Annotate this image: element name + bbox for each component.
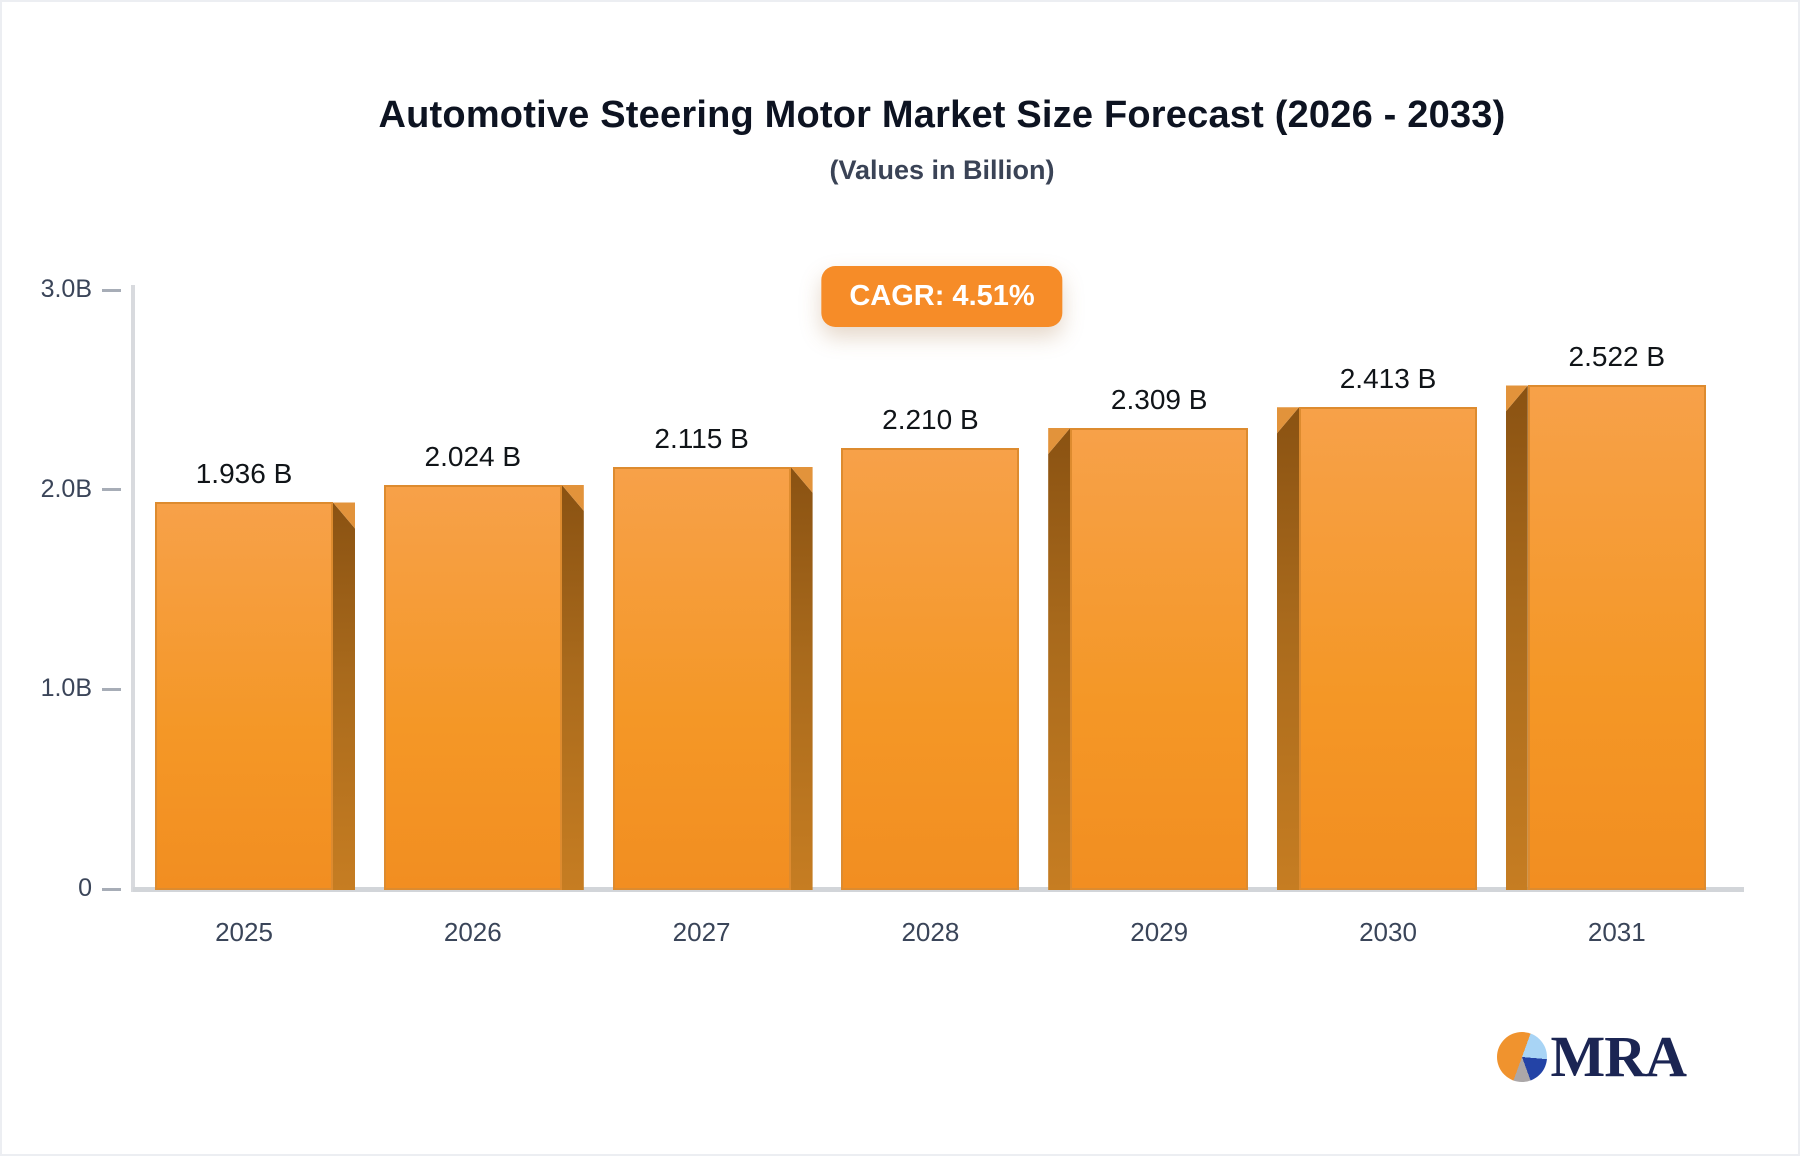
bar-2028 [841, 447, 1020, 890]
bar-value-label: 2.024 B [424, 440, 522, 472]
bar-side-face [790, 466, 813, 890]
y-tick-label: 3.0B [40, 275, 92, 303]
chart-header: Automotive Steering Motor Market Size Fo… [137, 94, 1747, 186]
y-tick-label: 0 [78, 874, 92, 902]
bar-value-label: 2.210 B [882, 403, 979, 435]
bar-side-face [333, 502, 355, 890]
x-axis-label-2025: 2025 [215, 917, 273, 947]
bar-2025 [155, 502, 333, 890]
x-axis-label-2027: 2027 [672, 917, 731, 947]
bar-value-label: 2.522 B [1568, 341, 1666, 373]
bar-value-label: 2.115 B [654, 422, 749, 454]
x-axis-label-2030: 2030 [1359, 917, 1417, 947]
y-tick-label: 2.0B [40, 474, 92, 503]
bar-side-face [1048, 427, 1071, 890]
bar-2026 [383, 484, 562, 890]
brand-name: MRA [1550, 1024, 1687, 1089]
y-tick-mark [102, 687, 121, 691]
x-axis-label-2026: 2026 [443, 917, 502, 947]
x-axis-label-2029: 2029 [1130, 917, 1189, 947]
bar-2030 [1299, 407, 1477, 890]
x-axis-label-2028: 2028 [901, 917, 960, 947]
y-tick-mark [102, 887, 121, 891]
bar-side-face [561, 484, 584, 890]
cagr-badge: CAGR: 4.51% [821, 266, 1063, 327]
bar-2027 [612, 466, 791, 890]
x-axis-label-2031: 2031 [1587, 917, 1646, 947]
bar-value-label: 1.936 B [195, 458, 293, 490]
chart-title: Automotive Steering Motor Market Size Fo… [378, 94, 1506, 136]
y-axis-line [131, 285, 135, 892]
bar-2031 [1527, 385, 1706, 890]
y-tick-mark [102, 288, 121, 292]
bar-2029 [1070, 427, 1249, 890]
pie-chart-logo-icon [1497, 1032, 1548, 1082]
bar-value-label: 2.413 B [1339, 363, 1437, 395]
y-tick-label: 1.0B [40, 674, 92, 703]
brand-logo: MRA [1497, 1024, 1687, 1089]
bar-side-face [1505, 385, 1528, 890]
bar-side-face [1277, 407, 1299, 890]
chart-subtitle: (Values in Billion) [829, 155, 1055, 185]
bar-value-label: 2.309 B [1110, 383, 1208, 415]
y-tick-mark [102, 488, 121, 492]
